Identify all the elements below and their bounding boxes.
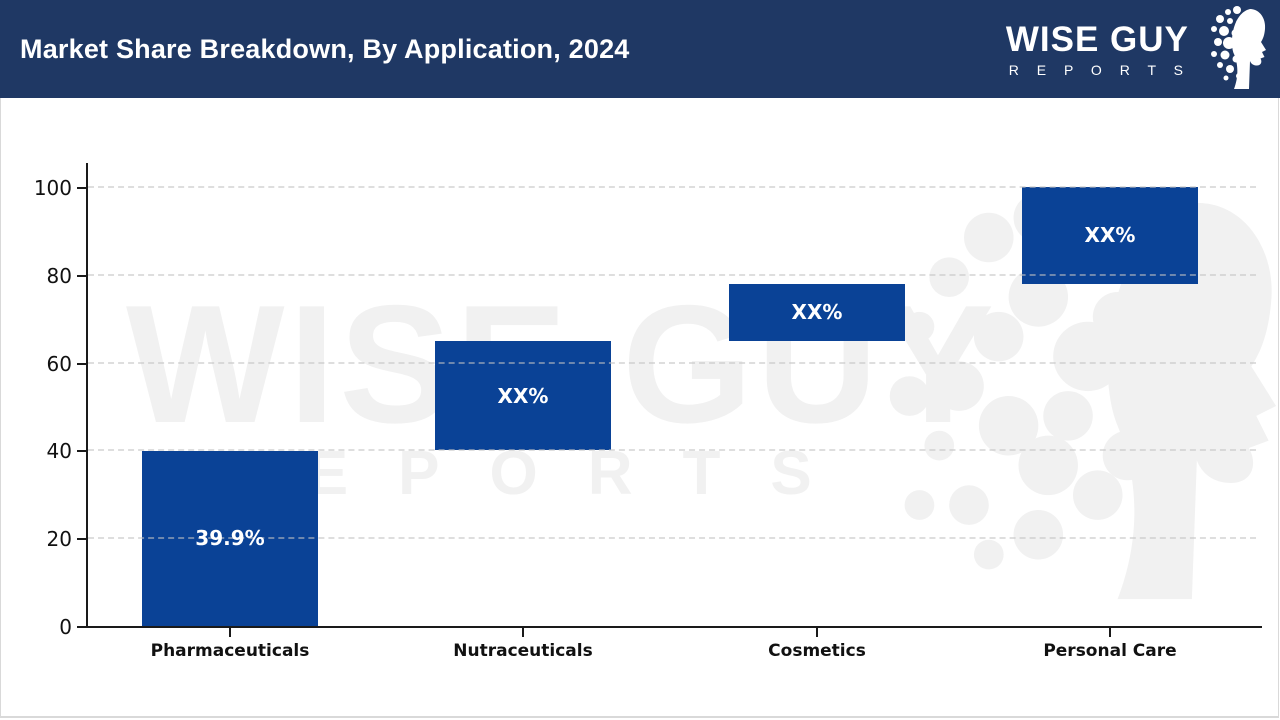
gridline-20	[88, 537, 1256, 540]
gridline-100	[88, 186, 1256, 188]
y-tick-label-100: 100	[33, 176, 72, 200]
x-axis-label-cosmetics: Cosmetics	[768, 641, 866, 661]
bar-label-pharmaceuticals: 39.9%	[195, 526, 265, 551]
bar-personal-care	[1022, 187, 1198, 284]
y-tick-80	[77, 274, 86, 277]
x-tick-2	[816, 628, 818, 637]
x-tick-0	[229, 628, 231, 637]
y-tick-20	[77, 538, 86, 541]
y-tick-label-60: 60	[46, 351, 72, 376]
x-axis-label-personal-care: Personal Care	[1043, 641, 1177, 661]
y-axis-line	[86, 163, 88, 628]
logo-face-icon	[1211, 6, 1266, 89]
x-axis-label-pharmaceuticals: Pharmaceuticals	[150, 641, 310, 661]
logo-subtext: R E P O R T S	[1008, 61, 1190, 78]
logo-text: WISE GUY R E P O R T S	[1005, 22, 1190, 77]
y-tick-40	[77, 450, 86, 453]
y-tick-100	[77, 187, 86, 189]
y-tick-0	[77, 626, 86, 628]
gridline-60	[88, 361, 1256, 364]
bar-label-cosmetics: XX%	[791, 300, 843, 325]
header-bar: Market Share Breakdown, By Application, …	[0, 0, 1280, 98]
y-tick-label-80: 80	[46, 263, 72, 288]
bar-label-nutraceuticals: XX%	[497, 383, 549, 408]
x-tick-1	[522, 628, 524, 637]
y-tick-60	[77, 362, 86, 365]
gridline-80	[88, 273, 1256, 276]
bar-nutraceuticals	[435, 340, 611, 451]
x-axis-line	[86, 626, 1262, 628]
x-axis-label-nutraceuticals: Nutraceuticals	[453, 641, 593, 661]
x-tick-3	[1109, 628, 1111, 637]
y-tick-label-0: 0	[59, 615, 72, 639]
y-tick-label-20: 20	[46, 527, 72, 552]
wise-guy-reports-logo: WISE GUY R E P O R T S	[1005, 6, 1280, 92]
gridline-40	[88, 449, 1256, 452]
y-tick-label-40: 40	[46, 439, 72, 464]
bar-label-personal-care: XX%	[1084, 223, 1136, 248]
bar-cosmetics	[729, 283, 905, 341]
page-title: Market Share Breakdown, By Application, …	[20, 33, 630, 64]
logo-wordmark: WISE GUY	[1005, 19, 1189, 59]
